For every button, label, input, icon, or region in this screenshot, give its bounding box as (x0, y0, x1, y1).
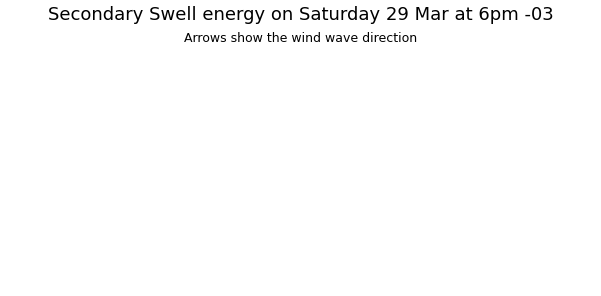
Text: Arrows show the wind wave direction: Arrows show the wind wave direction (184, 32, 417, 45)
Text: Secondary Swell energy on Saturday 29 Mar at 6pm -03: Secondary Swell energy on Saturday 29 Ma… (47, 6, 554, 24)
Text: Install cartopy for map rendering: Install cartopy for map rendering (186, 165, 415, 179)
